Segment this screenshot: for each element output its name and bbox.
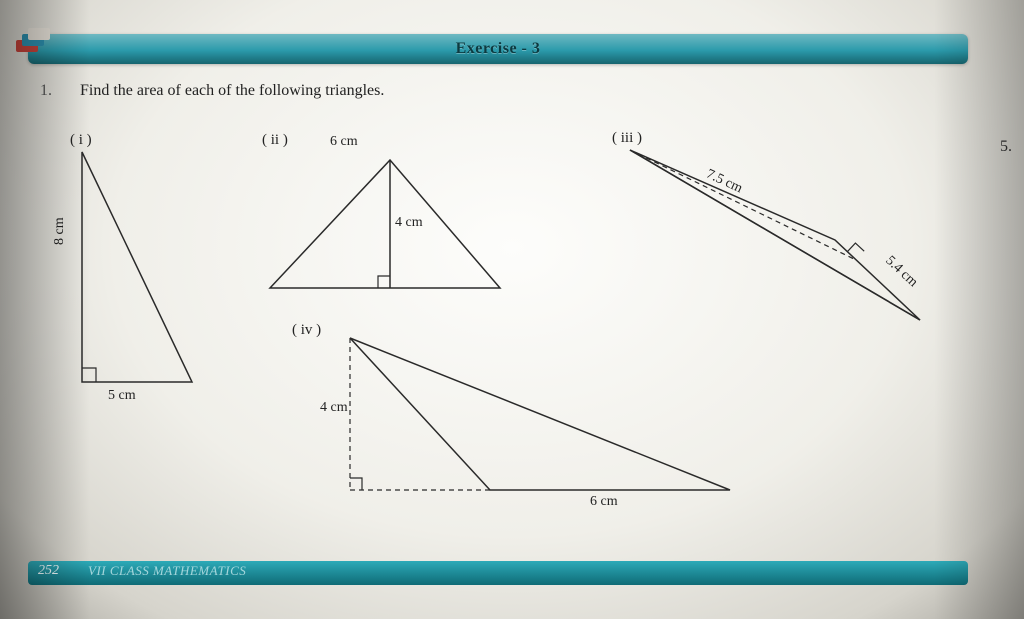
textbook-page: Exercise - 3 1. Find the area of each of… [0, 0, 1024, 619]
dim-ii-alt: 4 cm [395, 215, 423, 231]
exercise-banner-label: Exercise - 3 [28, 34, 968, 64]
footer-page-number: 252 [38, 563, 59, 579]
question-instruction: Find the area of each of the following t… [80, 82, 384, 100]
question-number: 1. [40, 82, 52, 100]
triangle-i [72, 142, 232, 402]
exercise-banner: Exercise - 3 [28, 34, 968, 64]
dim-i-base: 5 cm [108, 388, 136, 404]
dim-iv-alt: 4 cm [320, 400, 348, 416]
triangle-iv [260, 330, 760, 520]
dim-iv-base: 6 cm [590, 494, 618, 510]
roman-label-ii: ( ii ) [262, 132, 288, 149]
footer-banner: 252 VII CLASS MATHEMATICS [28, 561, 968, 585]
footer-title: VII CLASS MATHEMATICS [88, 563, 246, 579]
dim-i-height: 8 cm [52, 217, 68, 245]
dim-ii-base: 6 cm [330, 134, 358, 150]
margin-problem-number: 5. [1000, 138, 1012, 156]
books-icon [14, 26, 54, 56]
triangle-ii [250, 148, 520, 328]
